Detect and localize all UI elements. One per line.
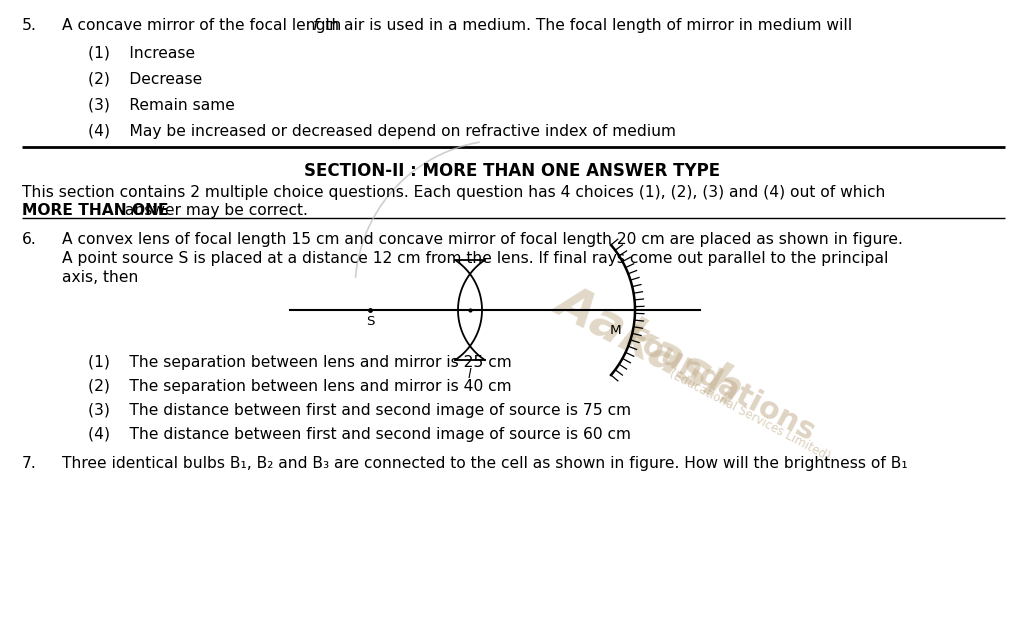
Text: Three identical bulbs B₁, B₂ and B₃ are connected to the cell as shown in figure: Three identical bulbs B₁, B₂ and B₃ are … xyxy=(62,456,907,471)
Text: SECTION-II : MORE THAN ONE ANSWER TYPE: SECTION-II : MORE THAN ONE ANSWER TYPE xyxy=(304,162,720,180)
Text: 5.: 5. xyxy=(22,18,37,33)
Text: A concave mirror of the focal length: A concave mirror of the focal length xyxy=(62,18,346,33)
Text: A convex lens of focal length 15 cm and concave mirror of focal length 20 cm are: A convex lens of focal length 15 cm and … xyxy=(62,232,903,247)
Text: MORE THAN ONE: MORE THAN ONE xyxy=(22,203,169,218)
Text: Foundations: Foundations xyxy=(620,323,820,447)
Text: (Educational Services Limited): (Educational Services Limited) xyxy=(668,367,833,463)
Text: answer may be correct.: answer may be correct. xyxy=(120,203,308,218)
Text: S: S xyxy=(366,315,375,328)
Text: l: l xyxy=(468,368,471,381)
Text: This section contains 2 multiple choice questions. Each question has 4 choices (: This section contains 2 multiple choice … xyxy=(22,185,890,200)
Text: axis, then: axis, then xyxy=(62,270,138,285)
Text: (2)    The separation between lens and mirror is 40 cm: (2) The separation between lens and mirr… xyxy=(88,379,512,394)
Text: in air is used in a medium. The focal length of mirror in medium will: in air is used in a medium. The focal le… xyxy=(319,18,852,33)
Text: M: M xyxy=(610,324,622,337)
Text: (3)    The distance between first and second image of source is 75 cm: (3) The distance between first and secon… xyxy=(88,403,631,418)
Text: (1)    Increase: (1) Increase xyxy=(88,46,196,61)
Text: 6.: 6. xyxy=(22,232,37,247)
Text: A point source S is placed at a distance 12 cm from the lens. If final rays come: A point source S is placed at a distance… xyxy=(62,251,889,266)
Text: 7.: 7. xyxy=(22,456,37,471)
Text: f: f xyxy=(313,18,318,33)
Text: Aakash: Aakash xyxy=(548,276,752,414)
Text: (3)    Remain same: (3) Remain same xyxy=(88,98,234,113)
Text: (4)    May be increased or decreased depend on refractive index of medium: (4) May be increased or decreased depend… xyxy=(88,124,676,139)
Text: (1)    The separation between lens and mirror is 25 cm: (1) The separation between lens and mirr… xyxy=(88,355,512,370)
Text: (2)    Decrease: (2) Decrease xyxy=(88,72,203,87)
Text: (4)    The distance between first and second image of source is 60 cm: (4) The distance between first and secon… xyxy=(88,427,631,442)
